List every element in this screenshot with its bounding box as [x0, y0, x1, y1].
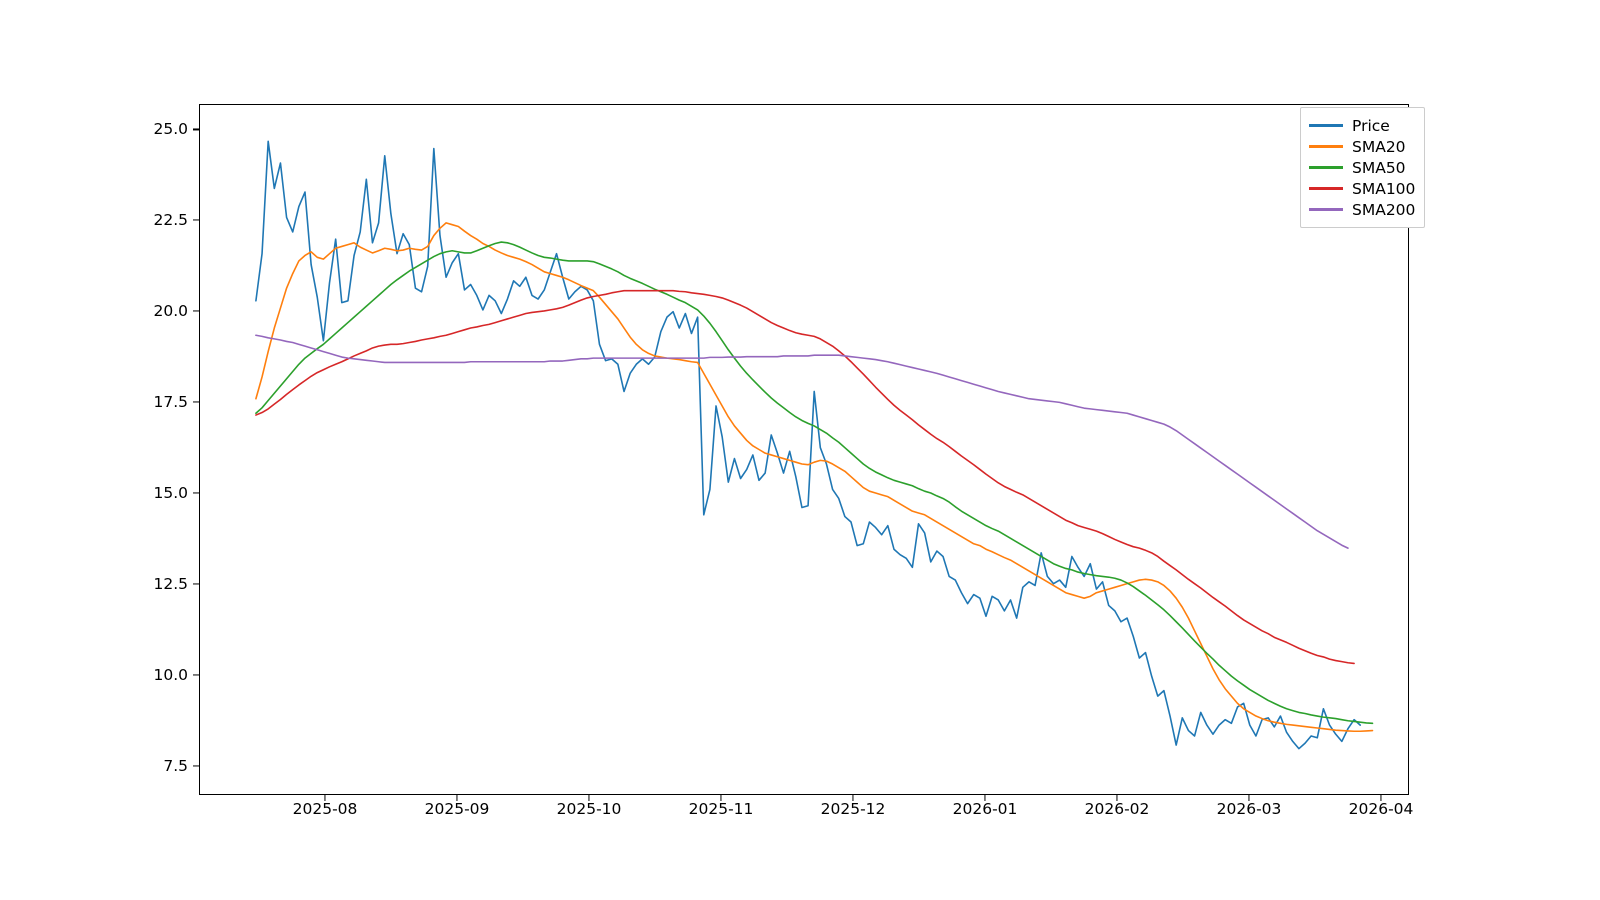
- series-line-sma20: [255, 222, 1374, 733]
- legend-label: Price: [1352, 116, 1390, 135]
- x-tick-label: 2025-08: [292, 800, 358, 818]
- x-tick-label: 2026-01: [952, 800, 1018, 818]
- y-tick-mark: [193, 310, 199, 312]
- x-tick-mark: [588, 795, 590, 801]
- series-line-price: [255, 140, 1362, 750]
- x-tick-label: 2026-02: [1084, 800, 1150, 818]
- x-tick-label: 2025-11: [688, 800, 754, 818]
- legend-item-price[interactable]: Price: [1309, 115, 1415, 136]
- legend-color-swatch: [1309, 166, 1343, 169]
- y-tick-label: 22.5: [153, 211, 188, 230]
- legend-label: SMA100: [1352, 179, 1416, 198]
- y-tick-mark: [193, 583, 199, 585]
- y-tick-label: 17.5: [153, 393, 188, 412]
- x-tick-mark: [720, 795, 722, 801]
- x-tick-label: 2026-03: [1216, 800, 1282, 818]
- x-tick-label: 2025-09: [424, 800, 490, 818]
- x-tick-mark: [1116, 795, 1118, 801]
- series-line-sma200: [255, 334, 1349, 549]
- legend-label: SMA20: [1352, 137, 1406, 156]
- y-tick-label: 10.0: [153, 665, 188, 684]
- x-tick-mark: [1248, 795, 1250, 801]
- y-tick-mark: [193, 765, 199, 767]
- legend-color-swatch: [1309, 208, 1343, 211]
- legend-item-sma20[interactable]: SMA20: [1309, 136, 1415, 157]
- x-tick-label: 2026-04: [1348, 800, 1414, 818]
- x-tick-label: 2025-12: [820, 800, 886, 818]
- y-tick-label: 20.0: [153, 302, 188, 321]
- series-line-sma100: [255, 289, 1355, 665]
- x-tick-mark: [984, 795, 986, 801]
- legend-color-swatch: [1309, 124, 1343, 127]
- chart-lines: [255, 140, 1374, 750]
- legend-item-sma200[interactable]: SMA200: [1309, 199, 1415, 220]
- y-tick-label: 15.0: [153, 484, 188, 503]
- legend-item-sma50[interactable]: SMA50: [1309, 157, 1415, 178]
- y-tick-mark: [193, 128, 199, 130]
- legend-label: SMA50: [1352, 158, 1406, 177]
- plot-area: [199, 104, 1409, 795]
- x-tick-mark: [852, 795, 854, 801]
- legend-item-sma100[interactable]: SMA100: [1309, 178, 1415, 199]
- y-tick-label: 12.5: [153, 575, 188, 594]
- series-line-sma50: [255, 241, 1374, 725]
- y-tick-label: 25.0: [153, 120, 188, 139]
- y-tick-mark: [193, 401, 199, 403]
- y-tick-mark: [193, 674, 199, 676]
- y-tick-mark: [193, 492, 199, 494]
- legend-color-swatch: [1309, 187, 1343, 190]
- x-tick-mark: [456, 795, 458, 801]
- y-tick-mark: [193, 219, 199, 221]
- x-tick-mark: [1380, 795, 1382, 801]
- legend-color-swatch: [1309, 145, 1343, 148]
- x-tick-mark: [324, 795, 326, 801]
- legend-label: SMA200: [1352, 200, 1416, 219]
- x-tick-label: 2025-10: [556, 800, 622, 818]
- chart-legend: Price SMA20 SMA50 SMA100 SMA200: [1300, 107, 1426, 228]
- y-tick-label: 7.5: [163, 756, 188, 775]
